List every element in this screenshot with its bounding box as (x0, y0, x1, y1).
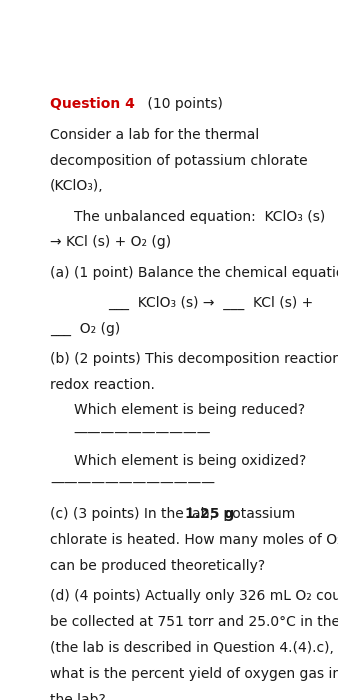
Text: Consider a lab for the thermal: Consider a lab for the thermal (50, 127, 259, 141)
Text: ___  O₂ (g): ___ O₂ (g) (50, 322, 120, 336)
Text: (a) (1 point) Balance the chemical equation.: (a) (1 point) Balance the chemical equat… (50, 265, 338, 279)
Text: ——————————: —————————— (74, 427, 211, 441)
Text: potassium: potassium (219, 508, 295, 522)
Text: ___  KClO₃ (s) →  ___  KCl (s) +: ___ KClO₃ (s) → ___ KCl (s) + (108, 296, 313, 310)
Text: the lab?: the lab? (50, 693, 106, 700)
Text: be collected at 751 torr and 25.0°C in the lab: be collected at 751 torr and 25.0°C in t… (50, 615, 338, 629)
Text: (10 points): (10 points) (143, 97, 223, 111)
Text: (d) (4 points) Actually only 326 mL O₂ could: (d) (4 points) Actually only 326 mL O₂ c… (50, 589, 338, 603)
Text: what is the percent yield of oxygen gas in: what is the percent yield of oxygen gas … (50, 667, 338, 681)
Text: 1.25 g: 1.25 g (185, 508, 234, 522)
Text: (KClO₃),: (KClO₃), (50, 179, 104, 193)
Text: (the lab is described in Question 4.(4).c),: (the lab is described in Question 4.(4).… (50, 641, 334, 655)
Text: (c) (3 points) In the lab,: (c) (3 points) In the lab, (50, 508, 218, 522)
Text: Which element is being oxidized?: Which element is being oxidized? (74, 454, 306, 468)
Text: decomposition of potassium chlorate: decomposition of potassium chlorate (50, 153, 308, 167)
Text: (b) (2 points) This decomposition reaction is a: (b) (2 points) This decomposition reacti… (50, 352, 338, 366)
Text: → KCl (s) + O₂ (g): → KCl (s) + O₂ (g) (50, 235, 171, 249)
Text: Question 4: Question 4 (50, 97, 135, 111)
Text: Which element is being reduced?: Which element is being reduced? (74, 403, 305, 417)
Text: redox reaction.: redox reaction. (50, 378, 155, 392)
Text: ————————————: ———————————— (50, 477, 215, 491)
Text: can be produced theoretically?: can be produced theoretically? (50, 559, 265, 573)
Text: chlorate is heated. How many moles of O₂: chlorate is heated. How many moles of O₂ (50, 533, 338, 547)
Text: The unbalanced equation:  KClO₃ (s): The unbalanced equation: KClO₃ (s) (74, 209, 325, 223)
